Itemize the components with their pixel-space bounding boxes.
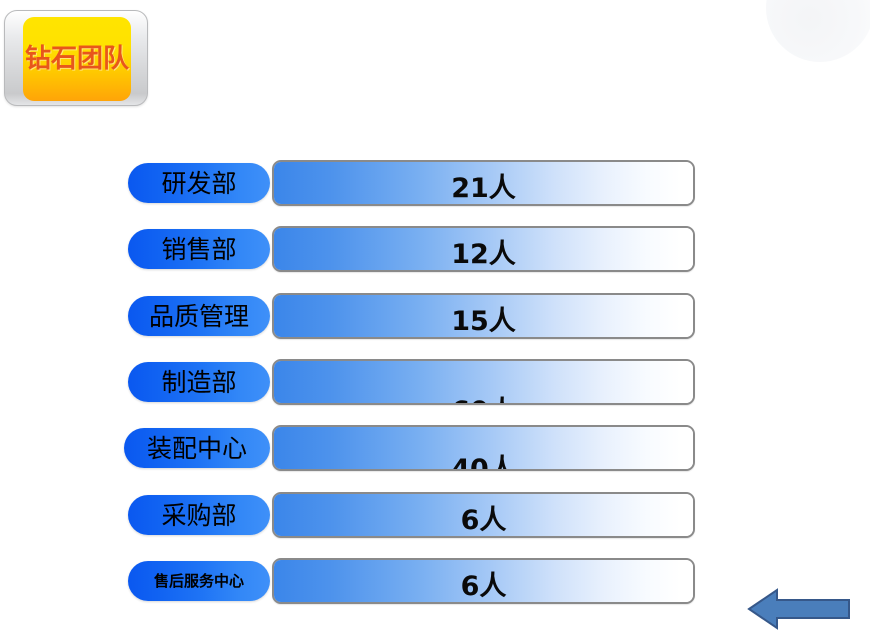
bar-value-label: 6人 [460, 570, 507, 602]
bar-track: 40人 [272, 425, 695, 471]
chart-row: 21人 研发部 [0, 160, 870, 208]
department-label-pill[interactable]: 装配中心 [124, 428, 270, 468]
bar-value-label: 21人 [451, 172, 516, 204]
bar-value-label: 12人 [451, 238, 516, 270]
bar-fill [274, 162, 693, 204]
bar-fill [274, 228, 693, 270]
chart-row: 12人 销售部 [0, 226, 870, 274]
bar-fill [274, 295, 693, 337]
bar-fill [274, 427, 693, 469]
chart-row: 6人 售后服务中心 [0, 558, 870, 606]
department-label-pill[interactable]: 售后服务中心 [128, 561, 270, 601]
department-label: 品质管理 [148, 301, 249, 331]
chart-row: 60人 制造部 [0, 359, 870, 407]
bar-track: 15人 [272, 293, 695, 339]
bar-track: 21人 [272, 160, 695, 206]
bar-fill [274, 560, 693, 602]
bar-track: 60人 [272, 359, 695, 405]
bar-track: 6人 [272, 558, 695, 604]
chart-row: 15人 品质管理 [0, 293, 870, 341]
chart-row: 40人 装配中心 [0, 425, 870, 473]
title-badge: 钻石团队 [4, 10, 148, 106]
bar-value-label: 6人 [460, 504, 507, 536]
title-badge-panel: 钻石团队 [23, 17, 131, 101]
department-label: 装配中心 [146, 433, 247, 463]
title-badge-label: 钻石团队 [24, 44, 129, 74]
bar-fill [274, 494, 693, 536]
department-label: 制造部 [161, 367, 237, 397]
bar-value-label: 40人 [451, 453, 516, 471]
left-arrow-icon[interactable] [746, 586, 852, 632]
department-label-pill[interactable]: 品质管理 [128, 296, 270, 336]
department-label-pill[interactable]: 制造部 [128, 362, 270, 402]
department-label-pill[interactable]: 销售部 [128, 229, 270, 269]
bar-fill [274, 361, 693, 403]
bar-value-label: 60人 [274, 361, 693, 404]
department-label: 研发部 [161, 168, 237, 198]
department-label: 销售部 [161, 234, 237, 264]
department-label-pill[interactable]: 采购部 [128, 495, 270, 535]
department-label: 售后服务中心 [153, 571, 244, 590]
department-label-pill[interactable]: 研发部 [128, 163, 270, 203]
bar-track: 6人 [272, 492, 695, 538]
bar-track: 12人 [272, 226, 695, 272]
bar-value-label: 15人 [451, 305, 516, 337]
chart-row: 6人 采购部 [0, 492, 870, 540]
department-label: 采购部 [161, 500, 237, 530]
